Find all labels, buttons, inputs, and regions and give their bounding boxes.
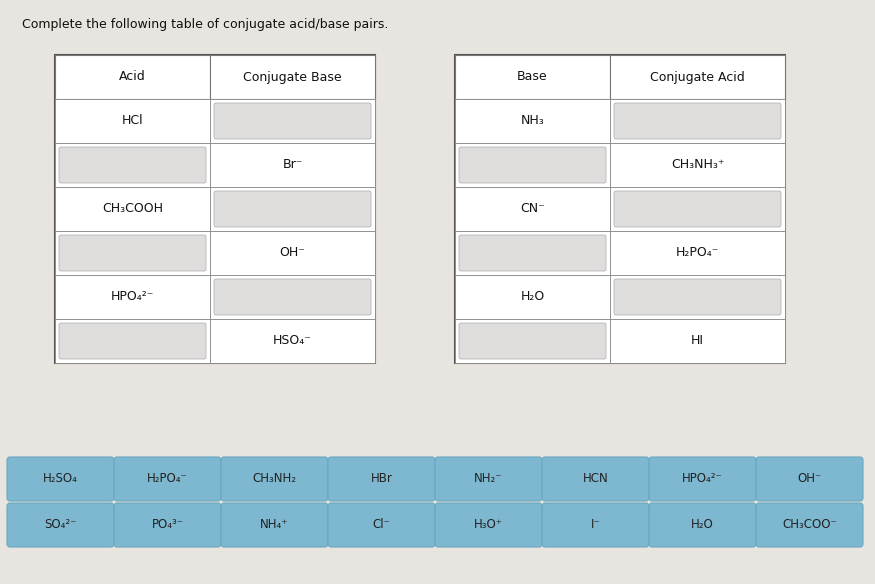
Text: I⁻: I⁻ bbox=[591, 519, 600, 531]
Text: HSO₄⁻: HSO₄⁻ bbox=[273, 335, 312, 347]
FancyBboxPatch shape bbox=[459, 147, 606, 183]
Bar bbox=[610, 55, 785, 99]
Text: H₃O⁺: H₃O⁺ bbox=[474, 519, 503, 531]
Bar bbox=[210, 275, 375, 319]
Bar bbox=[455, 275, 610, 319]
Text: Cl⁻: Cl⁻ bbox=[373, 519, 390, 531]
Text: HBr: HBr bbox=[371, 472, 392, 485]
FancyBboxPatch shape bbox=[614, 191, 781, 227]
FancyBboxPatch shape bbox=[221, 457, 328, 501]
FancyBboxPatch shape bbox=[756, 503, 863, 547]
Text: HCl: HCl bbox=[122, 114, 144, 127]
Text: HCN: HCN bbox=[583, 472, 608, 485]
Text: H₂O: H₂O bbox=[691, 519, 714, 531]
Text: CN⁻: CN⁻ bbox=[520, 203, 545, 215]
FancyBboxPatch shape bbox=[459, 235, 606, 271]
Bar bbox=[455, 55, 785, 363]
Text: NH₃: NH₃ bbox=[521, 114, 544, 127]
FancyBboxPatch shape bbox=[59, 235, 206, 271]
FancyBboxPatch shape bbox=[114, 503, 221, 547]
FancyBboxPatch shape bbox=[214, 191, 371, 227]
Text: HPO₄²⁻: HPO₄²⁻ bbox=[111, 290, 154, 304]
FancyBboxPatch shape bbox=[459, 323, 606, 359]
Bar bbox=[210, 143, 375, 187]
Text: OH⁻: OH⁻ bbox=[797, 472, 822, 485]
Bar bbox=[210, 99, 375, 143]
FancyBboxPatch shape bbox=[7, 457, 114, 501]
Bar bbox=[455, 319, 610, 363]
Text: CH₃COO⁻: CH₃COO⁻ bbox=[782, 519, 836, 531]
Bar bbox=[455, 55, 610, 99]
Text: HPO₄²⁻: HPO₄²⁻ bbox=[682, 472, 723, 485]
Text: OH⁻: OH⁻ bbox=[280, 246, 305, 259]
FancyBboxPatch shape bbox=[328, 457, 435, 501]
Bar bbox=[55, 143, 210, 187]
Bar bbox=[455, 231, 610, 275]
Bar bbox=[55, 55, 210, 99]
Text: Conjugate Acid: Conjugate Acid bbox=[650, 71, 745, 84]
Bar bbox=[455, 187, 610, 231]
Bar bbox=[210, 187, 375, 231]
Bar bbox=[610, 143, 785, 187]
FancyBboxPatch shape bbox=[614, 103, 781, 139]
FancyBboxPatch shape bbox=[542, 503, 649, 547]
Bar bbox=[455, 143, 610, 187]
Text: H₂PO₄⁻: H₂PO₄⁻ bbox=[676, 246, 719, 259]
Text: Complete the following table of conjugate acid/base pairs.: Complete the following table of conjugat… bbox=[22, 18, 388, 31]
Bar bbox=[55, 187, 210, 231]
Bar bbox=[610, 187, 785, 231]
Bar bbox=[210, 319, 375, 363]
FancyBboxPatch shape bbox=[7, 503, 114, 547]
FancyBboxPatch shape bbox=[214, 279, 371, 315]
Bar bbox=[610, 231, 785, 275]
Text: CH₃NH₂: CH₃NH₂ bbox=[253, 472, 297, 485]
Text: Conjugate Base: Conjugate Base bbox=[243, 71, 342, 84]
Text: CH₃NH₃⁺: CH₃NH₃⁺ bbox=[671, 158, 724, 172]
Text: CH₃COOH: CH₃COOH bbox=[102, 203, 163, 215]
FancyBboxPatch shape bbox=[649, 503, 756, 547]
Text: NH₂⁻: NH₂⁻ bbox=[474, 472, 503, 485]
FancyBboxPatch shape bbox=[328, 503, 435, 547]
Bar bbox=[55, 231, 210, 275]
FancyBboxPatch shape bbox=[59, 147, 206, 183]
Bar bbox=[210, 55, 375, 99]
Text: PO₄³⁻: PO₄³⁻ bbox=[151, 519, 184, 531]
Bar bbox=[55, 275, 210, 319]
FancyBboxPatch shape bbox=[542, 457, 649, 501]
Bar bbox=[610, 275, 785, 319]
Text: SO₄²⁻: SO₄²⁻ bbox=[45, 519, 77, 531]
FancyBboxPatch shape bbox=[435, 503, 542, 547]
Text: Acid: Acid bbox=[119, 71, 146, 84]
Bar bbox=[55, 99, 210, 143]
Text: H₂O: H₂O bbox=[521, 290, 544, 304]
Bar bbox=[210, 231, 375, 275]
Text: H₂PO₄⁻: H₂PO₄⁻ bbox=[147, 472, 188, 485]
Bar bbox=[610, 319, 785, 363]
FancyBboxPatch shape bbox=[756, 457, 863, 501]
FancyBboxPatch shape bbox=[435, 457, 542, 501]
Bar bbox=[455, 99, 610, 143]
FancyBboxPatch shape bbox=[214, 103, 371, 139]
FancyBboxPatch shape bbox=[649, 457, 756, 501]
Bar bbox=[55, 319, 210, 363]
FancyBboxPatch shape bbox=[114, 457, 221, 501]
Text: Br⁻: Br⁻ bbox=[283, 158, 303, 172]
Text: HI: HI bbox=[691, 335, 704, 347]
Bar bbox=[55, 55, 375, 363]
Text: H₂SO₄: H₂SO₄ bbox=[43, 472, 78, 485]
FancyBboxPatch shape bbox=[614, 279, 781, 315]
Text: NH₄⁺: NH₄⁺ bbox=[261, 519, 289, 531]
FancyBboxPatch shape bbox=[221, 503, 328, 547]
Bar bbox=[610, 99, 785, 143]
Text: Base: Base bbox=[517, 71, 548, 84]
FancyBboxPatch shape bbox=[59, 323, 206, 359]
